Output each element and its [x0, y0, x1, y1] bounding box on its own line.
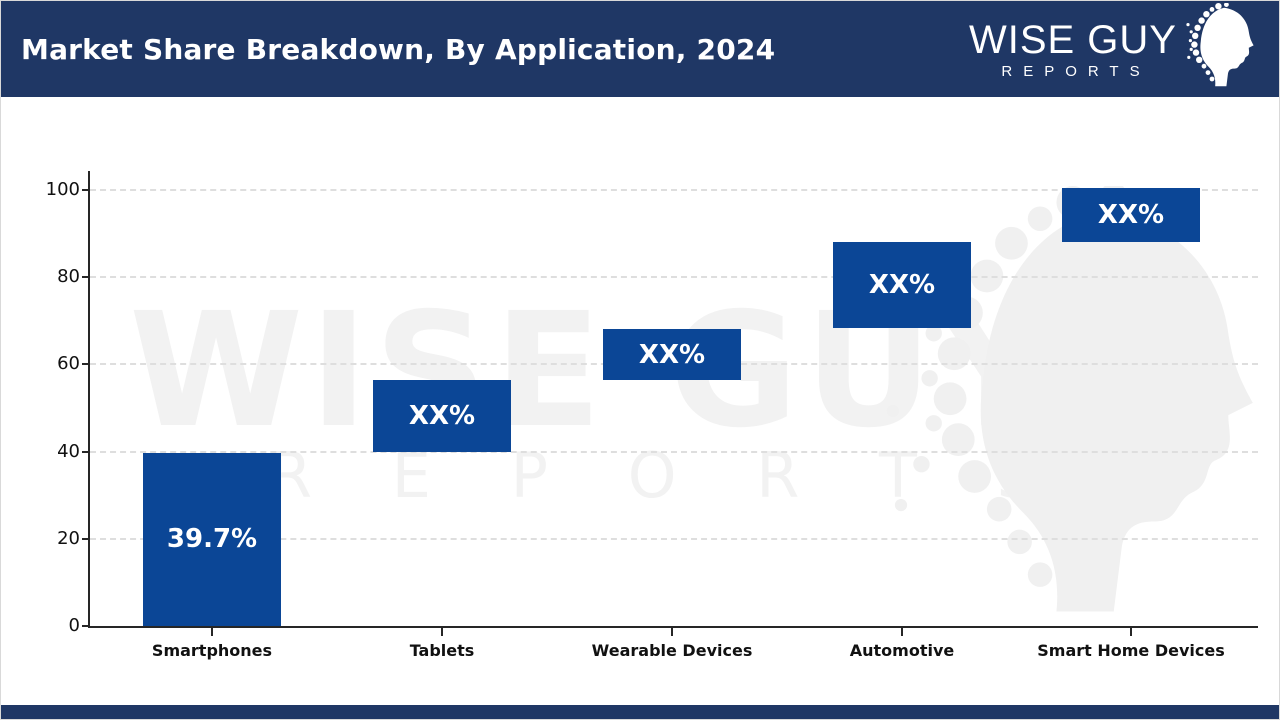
brand-subname: REPORTS — [1001, 62, 1151, 80]
y-axis-tick — [82, 189, 90, 191]
bar-value-label: 39.7% — [166, 524, 258, 555]
bar-value-label: XX% — [638, 339, 706, 370]
x-axis-line — [88, 626, 1258, 628]
bar-automotive: XX% — [833, 241, 971, 329]
footer-band — [1, 705, 1279, 719]
y-axis-tick — [82, 276, 90, 279]
x-category-label: Automotive — [849, 641, 955, 660]
x-category-label: Tablets — [409, 641, 475, 660]
x-axis-tick — [1130, 628, 1132, 636]
header-band: Market Share Breakdown, By Application, … — [1, 1, 1279, 97]
x-axis-tick — [901, 628, 903, 636]
y-tick-label: 0 — [68, 615, 80, 636]
x-axis-tick — [671, 628, 673, 636]
y-tick-label: 40 — [57, 440, 80, 462]
x-axis-tick — [441, 628, 443, 636]
y-tick-label: 20 — [57, 527, 80, 549]
brand-name: WISE GUY — [968, 17, 1177, 62]
bar-wearable-devices: XX% — [603, 329, 741, 381]
y-axis-tick — [82, 537, 90, 540]
grid-line — [90, 276, 1258, 279]
brand-logo: WISE GUY REPORTS — [969, 2, 1261, 95]
y-axis-line — [88, 171, 90, 628]
y-axis-tick — [82, 450, 90, 453]
brand-logo-text: WISE GUY REPORTS — [969, 20, 1177, 79]
bar-smart-home-devices: XX% — [1062, 187, 1200, 242]
chart-title: Market Share Breakdown, By Application, … — [21, 32, 776, 66]
y-axis-tick — [82, 363, 90, 366]
bar-value-label: XX% — [868, 270, 936, 301]
grid-line — [90, 537, 1258, 540]
y-tick-label: 60 — [57, 353, 80, 375]
x-axis-tick — [211, 628, 213, 636]
bar-value-label: XX% — [1097, 199, 1165, 230]
x-category-label: Smartphones — [151, 641, 273, 660]
x-category-label: Smart Home Devices — [1037, 641, 1225, 660]
y-tick-label: 100 — [45, 179, 80, 200]
dotted-head-icon — [1179, 2, 1261, 95]
y-axis-tick — [82, 625, 90, 627]
bar-smartphones: 39.7% — [143, 452, 281, 626]
bar-tablets: XX% — [373, 380, 511, 453]
grid-line — [90, 450, 1258, 453]
grid-line — [90, 189, 1258, 191]
x-category-label: Wearable Devices — [591, 641, 753, 660]
bar-value-label: XX% — [408, 401, 476, 432]
y-tick-label: 80 — [57, 266, 80, 288]
